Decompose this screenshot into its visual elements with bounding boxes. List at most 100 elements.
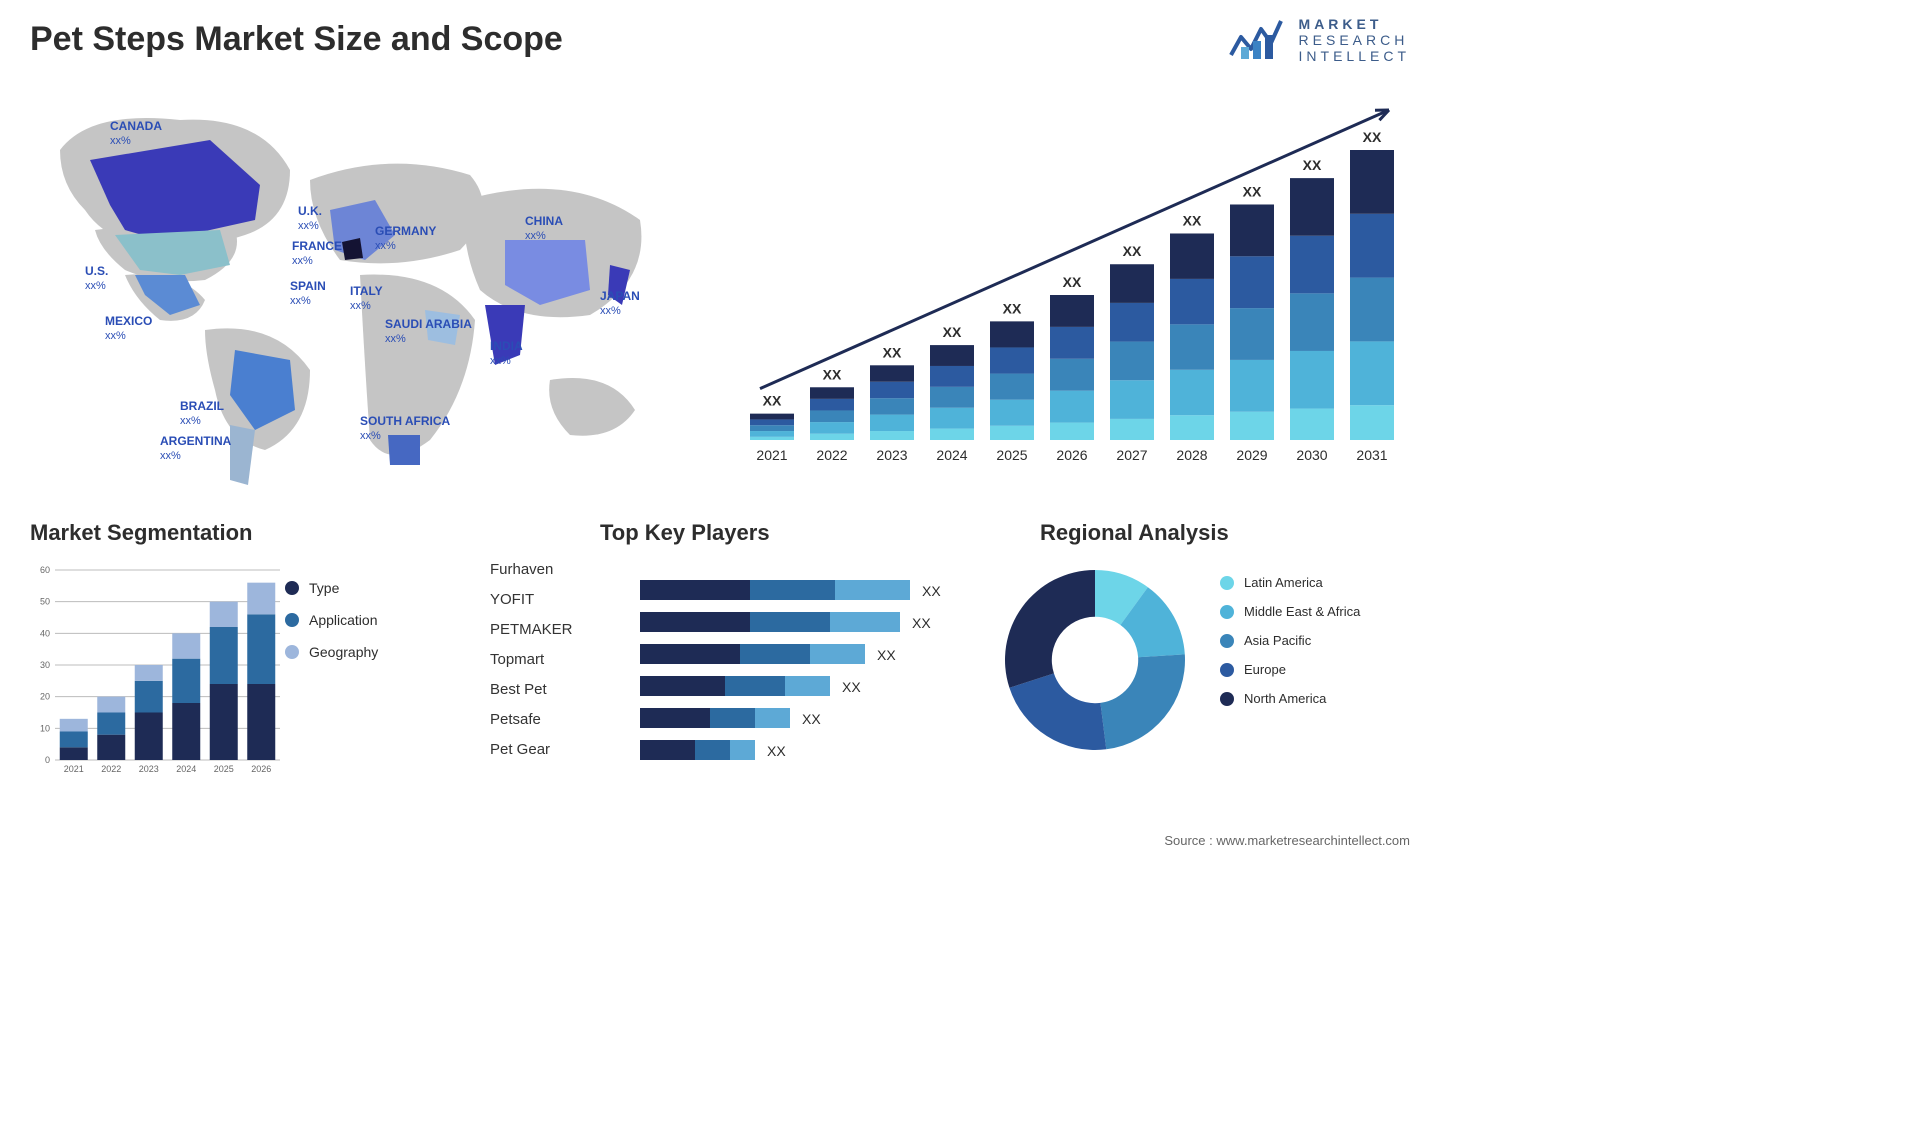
player-bar-1-seg1 xyxy=(750,612,830,632)
main-xaxis-2029: 2029 xyxy=(1236,447,1267,463)
player-bar-2-seg2 xyxy=(810,644,865,664)
map-label-spain: SPAINxx% xyxy=(290,280,326,308)
seg-xaxis-2022: 2022 xyxy=(101,764,121,774)
seg-xaxis-2024: 2024 xyxy=(176,764,196,774)
main-bar-2027-seg0 xyxy=(1110,419,1154,440)
main-bar-2026-seg2 xyxy=(1050,359,1094,391)
main-bar-2031-seg0 xyxy=(1350,405,1394,440)
region-legend-dot-icon xyxy=(1220,692,1234,706)
main-bar-2028-seg0 xyxy=(1170,415,1214,440)
region-legend-dot-icon xyxy=(1220,576,1234,590)
main-xaxis-2023: 2023 xyxy=(876,447,907,463)
main-bar-label-2025: XX xyxy=(1003,300,1022,316)
main-bar-2021-seg1 xyxy=(750,431,794,437)
region-legend-europe: Europe xyxy=(1220,662,1360,677)
player-bar-3-seg1 xyxy=(725,676,785,696)
segmentation-legend: Type Application Geography xyxy=(285,580,378,676)
players-chart: XXXXXXXXXXXX xyxy=(640,570,960,780)
seg-xaxis-2021: 2021 xyxy=(64,764,84,774)
map-region-france xyxy=(342,238,363,260)
map-region-argentina xyxy=(230,425,255,485)
seg-bar-2024-2 xyxy=(172,633,200,658)
seg-xaxis-2023: 2023 xyxy=(139,764,159,774)
company-pet-gear: Pet Gear xyxy=(490,735,573,765)
main-bar-2022-seg3 xyxy=(810,399,854,411)
donut-slice-north-america xyxy=(1005,570,1095,688)
main-bar-label-2024: XX xyxy=(943,324,962,340)
main-bar-2030-seg2 xyxy=(1290,293,1334,351)
main-bar-2026-seg1 xyxy=(1050,391,1094,423)
player-bar-label-5: XX xyxy=(767,743,786,759)
player-bar-4-seg1 xyxy=(710,708,755,728)
map-label-u.k.: U.K.xx% xyxy=(298,205,322,233)
main-bar-2031-seg4 xyxy=(1350,150,1394,214)
seg-legend-label: Application xyxy=(309,612,378,628)
heading-players: Top Key Players xyxy=(600,520,770,546)
region-legend-label: Asia Pacific xyxy=(1244,633,1311,648)
seg-ytick-10: 10 xyxy=(40,723,50,733)
main-bar-label-2030: XX xyxy=(1303,157,1322,173)
region-legend-dot-icon xyxy=(1220,634,1234,648)
segmentation-chart: 0102030405060202120222023202420252026 xyxy=(30,560,280,780)
main-bar-label-2031: XX xyxy=(1363,129,1382,145)
map-label-japan: JAPANxx% xyxy=(600,290,640,318)
map-label-india: INDIAxx% xyxy=(490,340,523,368)
seg-legend-dot-icon xyxy=(285,581,299,595)
region-legend-middle-east-africa: Middle East & Africa xyxy=(1220,604,1360,619)
map-label-italy: ITALYxx% xyxy=(350,285,383,313)
main-bar-2021-seg2 xyxy=(750,425,794,431)
main-bar-2025-seg0 xyxy=(990,426,1034,440)
main-bar-2024-seg4 xyxy=(930,345,974,366)
main-bar-2028-seg3 xyxy=(1170,279,1214,324)
seg-bar-2023-1 xyxy=(135,681,163,713)
logo: MARKET RESEARCH INTELLECT xyxy=(1229,15,1410,65)
main-bar-2025-seg2 xyxy=(990,374,1034,400)
map-label-u.s.: U.S.xx% xyxy=(85,265,108,293)
main-bar-2021-seg4 xyxy=(750,414,794,420)
map-label-argentina: ARGENTINAxx% xyxy=(160,435,231,463)
map-label-mexico: MEXICOxx% xyxy=(105,315,152,343)
main-bar-label-2027: XX xyxy=(1123,243,1142,259)
main-bar-2025-seg1 xyxy=(990,400,1034,426)
region-legend-dot-icon xyxy=(1220,663,1234,677)
main-bar-2030-seg4 xyxy=(1290,178,1334,236)
seg-bar-2026-0 xyxy=(247,684,275,760)
main-bar-2024-seg3 xyxy=(930,366,974,387)
player-bar-label-0: XX xyxy=(922,583,941,599)
seg-legend-type: Type xyxy=(285,580,378,596)
seg-legend-label: Geography xyxy=(309,644,378,660)
main-bar-2023-seg1 xyxy=(870,415,914,431)
main-bar-2026-seg3 xyxy=(1050,327,1094,359)
map-label-saudi-arabia: SAUDI ARABIAxx% xyxy=(385,318,472,346)
seg-ytick-60: 60 xyxy=(40,565,50,575)
region-legend-asia-pacific: Asia Pacific xyxy=(1220,633,1360,648)
player-bar-0-seg2 xyxy=(835,580,910,600)
seg-bar-2023-0 xyxy=(135,713,163,761)
player-bar-5-seg1 xyxy=(695,740,730,760)
player-bar-4-seg2 xyxy=(755,708,790,728)
region-legend-label: Middle East & Africa xyxy=(1244,604,1360,619)
seg-bar-2022-0 xyxy=(97,735,125,760)
map-label-south-africa: SOUTH AFRICAxx% xyxy=(360,415,450,443)
player-bar-0-seg0 xyxy=(640,580,750,600)
seg-legend-dot-icon xyxy=(285,645,299,659)
main-bar-2022-seg4 xyxy=(810,387,854,399)
main-bar-2026-seg0 xyxy=(1050,423,1094,440)
main-xaxis-2021: 2021 xyxy=(756,447,787,463)
company-list: FurhavenYOFITPETMAKERTopmartBest PetPets… xyxy=(490,555,573,765)
main-bar-label-2028: XX xyxy=(1183,212,1202,228)
region-legend-label: Latin America xyxy=(1244,575,1323,590)
main-bar-2030-seg3 xyxy=(1290,236,1334,294)
main-bar-2028-seg1 xyxy=(1170,370,1214,415)
main-bar-2029-seg4 xyxy=(1230,204,1274,256)
main-bar-2022-seg2 xyxy=(810,410,854,422)
region-legend-latin-america: Latin America xyxy=(1220,575,1360,590)
seg-bar-2022-2 xyxy=(97,697,125,713)
logo-bars-icon xyxy=(1229,15,1289,65)
seg-ytick-50: 50 xyxy=(40,597,50,607)
heading-regional: Regional Analysis xyxy=(1040,520,1229,546)
main-bar-2029-seg1 xyxy=(1230,360,1274,412)
seg-bar-2024-1 xyxy=(172,659,200,703)
main-xaxis-2030: 2030 xyxy=(1296,447,1327,463)
player-bar-2-seg0 xyxy=(640,644,740,664)
